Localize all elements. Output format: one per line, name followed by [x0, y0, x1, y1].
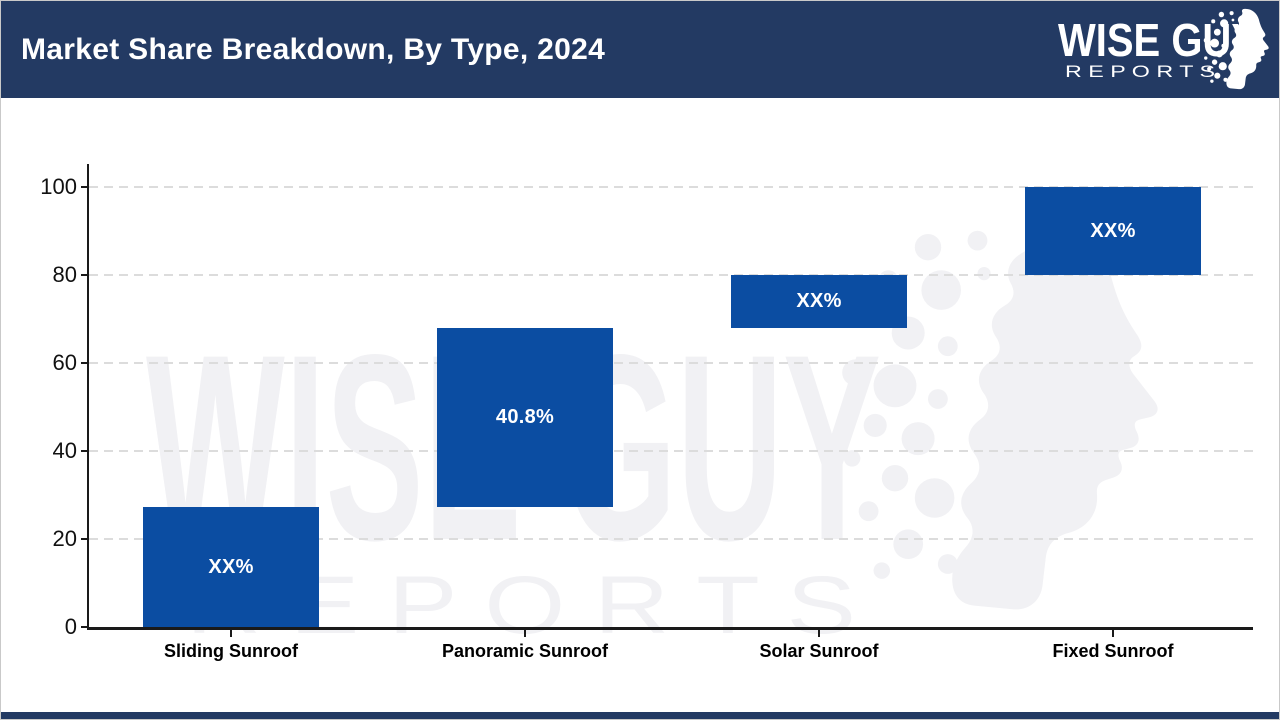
- y-tick-mark-0: [81, 626, 89, 628]
- y-tick-mark-80: [81, 274, 89, 276]
- bar-value-label-fixed-sunroof: XX%: [1090, 219, 1136, 242]
- logo-reports-text: R E P O R T S: [1065, 62, 1215, 81]
- bar-panoramic-sunroof: 40.8%: [437, 327, 613, 508]
- y-tick-label-60: 60: [52, 350, 77, 375]
- category-label-sliding-sunroof: Sliding Sunroof: [164, 641, 298, 661]
- y-tick-label-100: 100: [40, 174, 77, 199]
- header-bar: Market Share Breakdown, By Type, 2024 WI…: [1, 1, 1279, 98]
- x-tick-mark-panoramic-sunroof: [524, 630, 526, 637]
- y-tick-label-40: 40: [52, 438, 77, 463]
- footer-bar: [1, 712, 1279, 719]
- y-tick-label-80: 80: [52, 262, 77, 287]
- bar-fixed-sunroof: XX%: [1025, 187, 1201, 275]
- category-label-solar-sunroof: Solar Sunroof: [759, 641, 879, 661]
- x-tick-mark-sliding-sunroof: [230, 630, 232, 637]
- bar-sliding-sunroof: XX%: [143, 507, 319, 627]
- y-tick-mark-20: [81, 538, 89, 540]
- y-tick-label-20: 20: [52, 526, 77, 551]
- x-tick-mark-fixed-sunroof: [1112, 630, 1114, 637]
- gridline-100: [89, 186, 1253, 188]
- bar-value-label-solar-sunroof: XX%: [796, 289, 842, 312]
- gridline-40: [89, 450, 1253, 452]
- x-axis-line: [87, 627, 1253, 630]
- y-tick-mark-60: [81, 362, 89, 364]
- y-tick-mark-40: [81, 450, 89, 452]
- bar-solar-sunroof: XX%: [731, 275, 907, 328]
- gridline-20: [89, 538, 1253, 540]
- gridline-60: [89, 362, 1253, 364]
- x-tick-mark-solar-sunroof: [818, 630, 820, 637]
- gridline-80: [89, 274, 1253, 276]
- y-tick-mark-100: [81, 186, 89, 188]
- y-tick-label-0: 0: [64, 614, 77, 639]
- y-axis-line: [87, 164, 89, 630]
- wise-guy-reports-logo: WISE GUY R E P O R T S: [1058, 8, 1269, 90]
- category-label-panoramic-sunroof: Panoramic Sunroof: [441, 641, 609, 661]
- page-title: Market Share Breakdown, By Type, 2024: [21, 32, 606, 66]
- bar-value-label-panoramic-sunroof: 40.8%: [495, 406, 555, 429]
- bar-value-label-sliding-sunroof: XX%: [208, 555, 254, 578]
- category-label-fixed-sunroof: Fixed Sunroof: [1052, 641, 1174, 661]
